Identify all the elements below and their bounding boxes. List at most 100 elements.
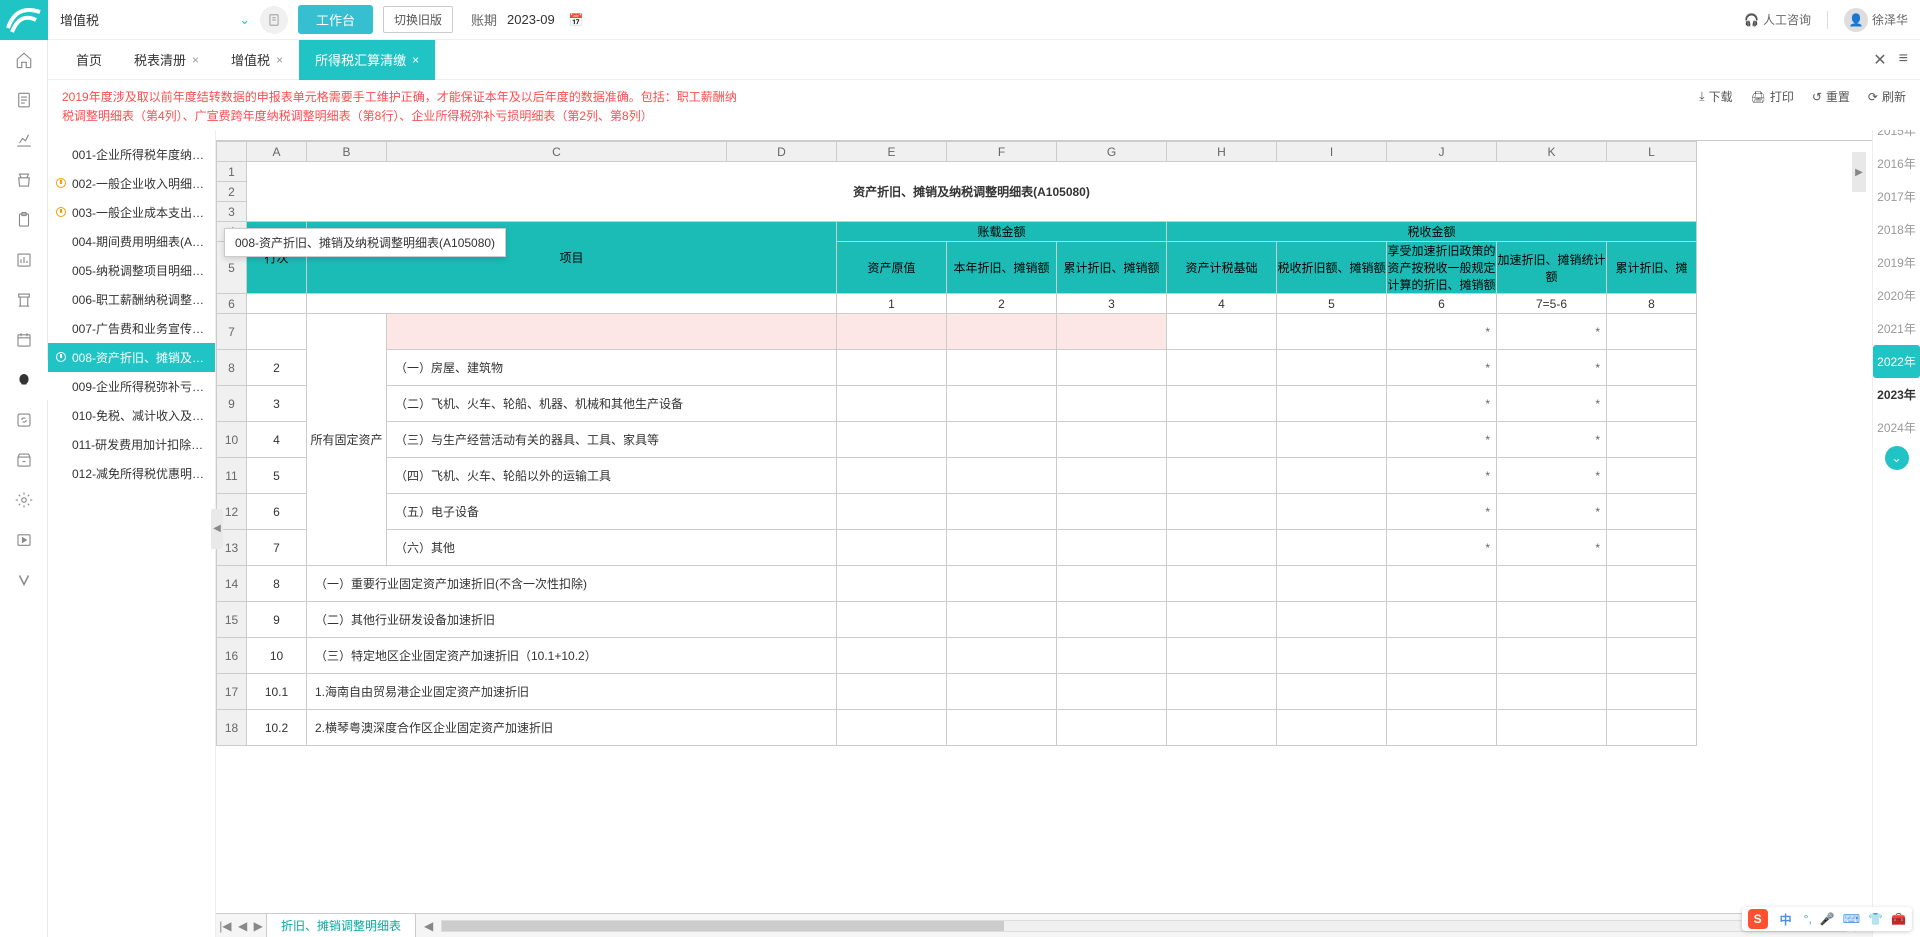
data-cell[interactable]	[1387, 710, 1497, 746]
data-cell[interactable]	[837, 530, 947, 566]
tabs-menu-icon[interactable]: ≡	[1899, 50, 1908, 70]
year-2019年[interactable]: 2019年	[1873, 246, 1920, 279]
form-item-3[interactable]: 004-期间费用明细表(A1040...	[48, 227, 215, 256]
data-cell[interactable]	[1277, 422, 1387, 458]
data-cell[interactable]	[1607, 386, 1697, 422]
data-cell[interactable]	[947, 710, 1057, 746]
tab-close-icon[interactable]: ×	[412, 53, 419, 67]
user-menu[interactable]: 👤 徐泽华	[1844, 8, 1908, 32]
data-cell[interactable]	[1167, 314, 1277, 350]
data-cell[interactable]	[1607, 314, 1697, 350]
item-cell[interactable]: 1.海南自由贸易港企业固定资产加速折旧	[307, 674, 837, 710]
switch-old-button[interactable]: 切换旧版	[383, 6, 453, 33]
data-cell[interactable]	[1607, 602, 1697, 638]
data-cell[interactable]	[947, 314, 1057, 350]
col-header[interactable]: E	[837, 142, 947, 162]
item-cell[interactable]	[387, 314, 837, 350]
data-cell[interactable]: *	[1387, 314, 1497, 350]
data-cell[interactable]	[1607, 458, 1697, 494]
ime-toolbar[interactable]: S 中 °, 🎤 ⌨ 👕 🧰	[1742, 907, 1912, 931]
data-cell[interactable]	[1607, 710, 1697, 746]
collapse-handle[interactable]: ◀	[211, 509, 223, 549]
data-cell[interactable]	[1277, 602, 1387, 638]
data-cell[interactable]	[1277, 494, 1387, 530]
nav-archive-icon[interactable]	[0, 440, 48, 480]
col-header[interactable]: K	[1497, 142, 1607, 162]
data-cell[interactable]	[947, 386, 1057, 422]
data-cell[interactable]	[1057, 566, 1167, 602]
nav-money-icon[interactable]	[0, 160, 48, 200]
data-cell[interactable]	[1057, 458, 1167, 494]
tab-close-icon[interactable]: ×	[192, 53, 199, 67]
data-cell[interactable]	[837, 458, 947, 494]
year-2023年[interactable]: 2023年	[1873, 378, 1920, 411]
item-cell[interactable]: （三）特定地区企业固定资产加速折旧（10.1+10.2）	[307, 638, 837, 674]
form-item-9[interactable]: 010-免税、减计收入及加计...	[48, 401, 215, 430]
period-value[interactable]: 2023-09	[507, 12, 555, 27]
data-cell[interactable]	[1607, 350, 1697, 386]
form-item-6[interactable]: 007-广告费和业务宣传费跨...	[48, 314, 215, 343]
doc-button[interactable]	[260, 6, 288, 34]
tab-1[interactable]: 税表清册×	[118, 40, 215, 80]
ime-skin-icon[interactable]: 👕	[1868, 912, 1883, 926]
horizontal-scrollbar[interactable]	[441, 920, 1847, 932]
data-cell[interactable]	[1607, 494, 1697, 530]
col-header[interactable]: A	[247, 142, 307, 162]
data-cell[interactable]	[947, 350, 1057, 386]
data-cell[interactable]	[1277, 674, 1387, 710]
workspace-button[interactable]: 工作台	[298, 5, 373, 34]
data-cell[interactable]: *	[1497, 458, 1607, 494]
expand-right-handle[interactable]: ▶	[1852, 152, 1866, 192]
data-cell[interactable]: *	[1497, 494, 1607, 530]
data-cell[interactable]	[1057, 422, 1167, 458]
close-all-icon[interactable]: ✕	[1873, 50, 1886, 70]
tab-0[interactable]: 首页	[60, 40, 118, 80]
col-header[interactable]: F	[947, 142, 1057, 162]
data-cell[interactable]	[837, 422, 947, 458]
year-2021年[interactable]: 2021年	[1873, 312, 1920, 345]
data-cell[interactable]	[947, 458, 1057, 494]
data-cell[interactable]: *	[1387, 350, 1497, 386]
data-cell[interactable]	[1167, 494, 1277, 530]
refresh-action[interactable]: ⟳ 刷新	[1868, 88, 1906, 105]
data-cell[interactable]: *	[1497, 422, 1607, 458]
data-cell[interactable]	[947, 602, 1057, 638]
data-cell[interactable]	[837, 566, 947, 602]
form-item-7[interactable]: 008-资产折旧、摊销及纳税...	[48, 343, 215, 372]
form-item-0[interactable]: 001-企业所得税年度纳税申...	[48, 140, 215, 169]
ime-punct-icon[interactable]: °,	[1804, 912, 1812, 926]
tax-type-dropdown[interactable]: 增值税 ⌄	[60, 10, 250, 29]
data-cell[interactable]	[1497, 674, 1607, 710]
data-cell[interactable]	[1167, 566, 1277, 602]
item-cell[interactable]: （五）电子设备	[387, 494, 837, 530]
col-header[interactable]: L	[1607, 142, 1697, 162]
consult-link[interactable]: 🎧 人工咨询	[1744, 11, 1811, 28]
item-cell[interactable]: （一）重要行业固定资产加速折旧(不含一次性扣除)	[307, 566, 837, 602]
print-action[interactable]: 🖨 打印	[1751, 88, 1794, 105]
tab-close-icon[interactable]: ×	[276, 53, 283, 67]
year-2016年[interactable]: 2016年	[1873, 147, 1920, 180]
data-cell[interactable]	[1387, 602, 1497, 638]
form-item-5[interactable]: 006-职工薪酬纳税调整明细...	[48, 285, 215, 314]
nav-doc-icon[interactable]	[0, 80, 48, 120]
data-cell[interactable]	[837, 710, 947, 746]
item-cell[interactable]: 2.横琴粤澳深度合作区企业固定资产加速折旧	[307, 710, 837, 746]
data-cell[interactable]	[1057, 530, 1167, 566]
nav-video-icon[interactable]	[0, 520, 48, 560]
data-cell[interactable]	[1387, 638, 1497, 674]
form-item-10[interactable]: 011-研发费用加计扣除优惠...	[48, 430, 215, 459]
ime-lang-icon[interactable]: 中	[1776, 909, 1796, 929]
data-cell[interactable]	[1057, 350, 1167, 386]
data-cell[interactable]	[1497, 638, 1607, 674]
data-cell[interactable]	[1607, 530, 1697, 566]
nav-tax-icon[interactable]	[0, 280, 48, 320]
nav-settings-icon[interactable]	[0, 480, 48, 520]
col-header[interactable]: G	[1057, 142, 1167, 162]
data-cell[interactable]	[1167, 458, 1277, 494]
calendar-icon[interactable]: 📅	[569, 13, 584, 27]
data-cell[interactable]	[1607, 674, 1697, 710]
data-cell[interactable]	[1057, 710, 1167, 746]
nav-refresh-icon[interactable]	[0, 400, 48, 440]
data-cell[interactable]	[1497, 566, 1607, 602]
tab-2[interactable]: 增值税×	[215, 40, 299, 80]
